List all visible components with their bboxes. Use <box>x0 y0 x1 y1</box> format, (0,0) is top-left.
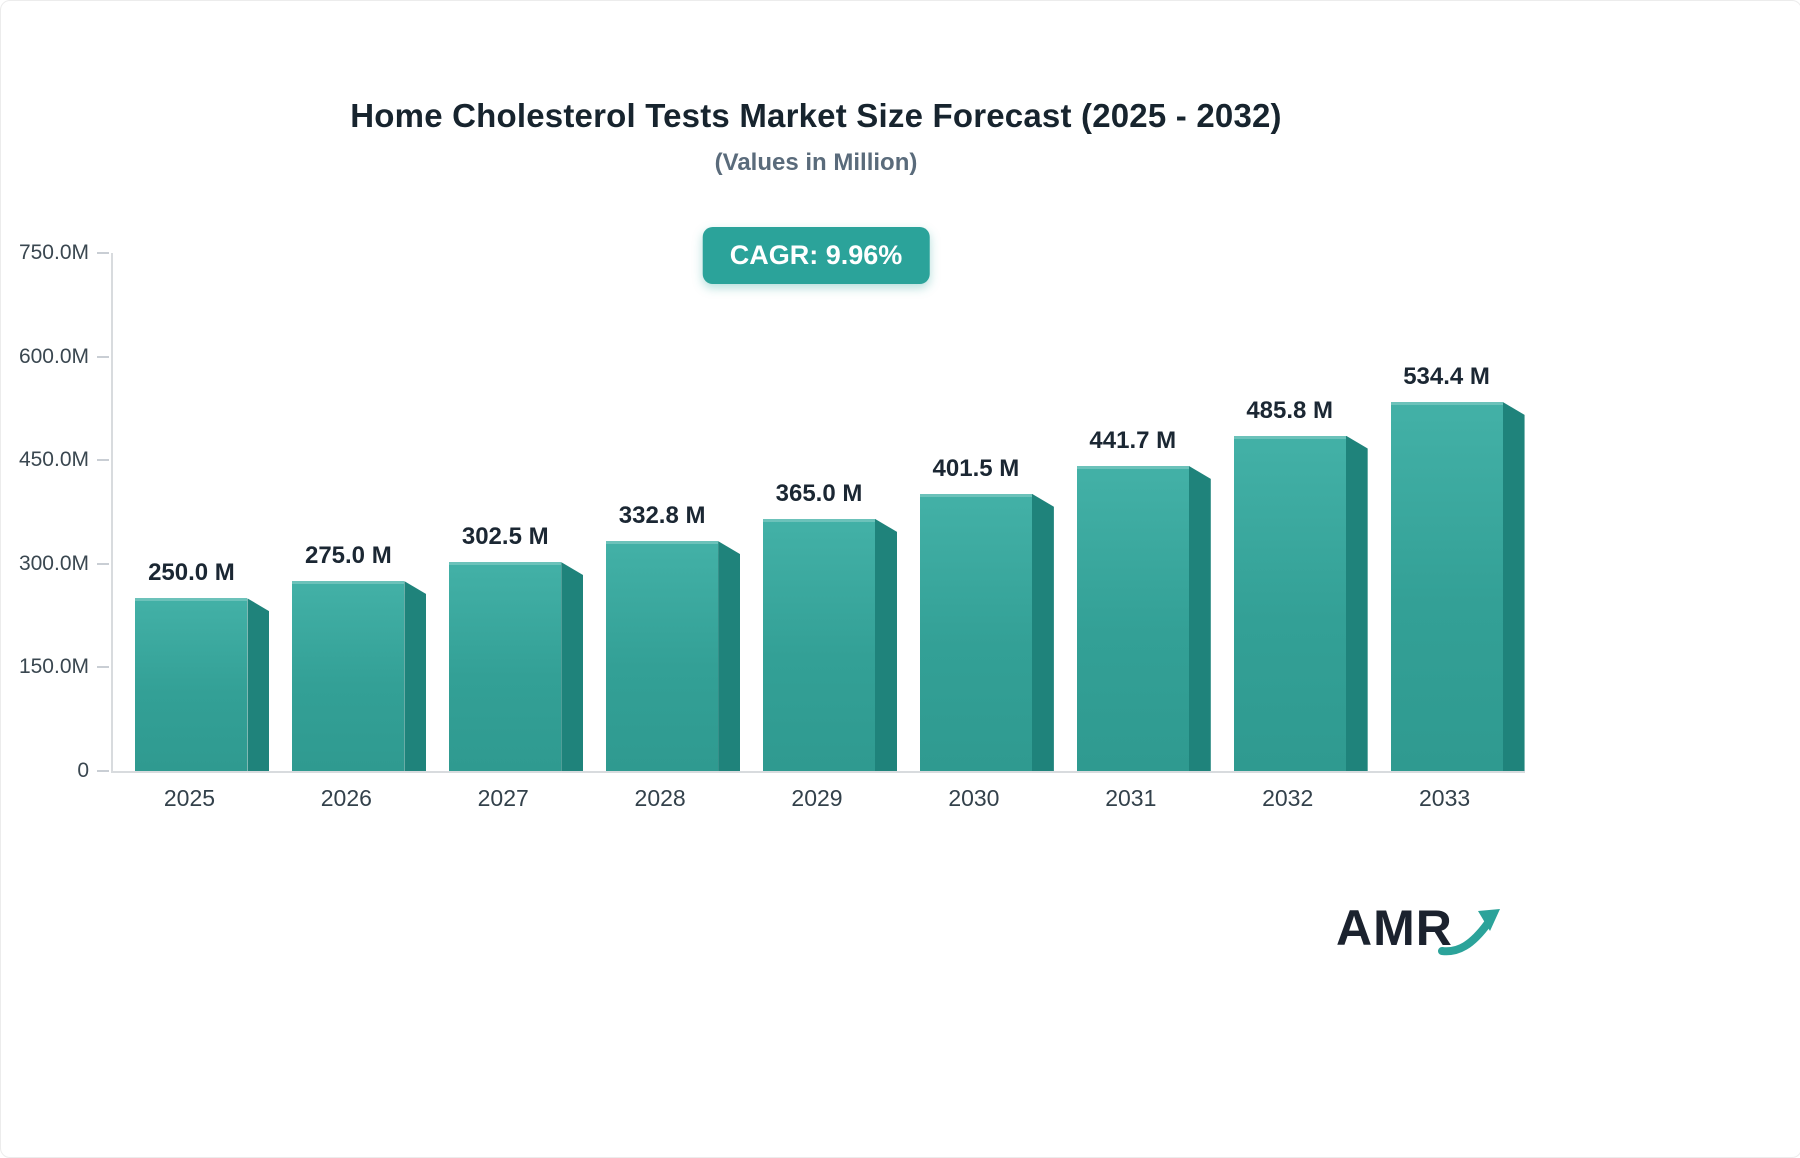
x-axis-labels: 2025 2026 2027 2028 2029 2030 2031 2032 2033 <box>111 785 1523 812</box>
bar-value-label: 441.7 M <box>1089 426 1177 454</box>
bar-slot: 441.7 M <box>1054 253 1211 771</box>
chart-subtitle: (Values in Million) <box>714 149 918 176</box>
bar-side-face <box>1188 465 1211 771</box>
bar-side-face <box>247 598 270 771</box>
bar-value-label: 332.8 M <box>618 502 706 530</box>
x-axis-tick-label: 2030 <box>948 785 1000 811</box>
bar-side-face <box>561 562 584 771</box>
amr-logo: AMR <box>1336 899 1500 963</box>
bar-value-label: 401.5 M <box>932 454 1020 482</box>
bar-side-face <box>1031 493 1054 771</box>
bar <box>1233 435 1368 771</box>
x-axis-tick-label: 2026 <box>320 785 372 811</box>
bar-slot: 332.8 M <box>584 253 741 771</box>
bar-value-label: 250.0 M <box>148 559 235 587</box>
x-axis-tick-label: 2031 <box>1105 785 1157 811</box>
bar-value-label: 534.4 M <box>1403 362 1490 390</box>
bar-value-label: 302.5 M <box>461 523 549 551</box>
bar-slot: 534.4 M <box>1368 253 1525 771</box>
bar <box>135 598 270 771</box>
bar-slot: 485.8 M <box>1211 253 1368 771</box>
cagr-badge: CAGR: 9.96% <box>702 227 930 284</box>
y-axis-tick-mark <box>97 562 109 565</box>
chart-title: Home Cholesterol Tests Market Size Forec… <box>350 97 1282 134</box>
bar <box>1390 401 1525 771</box>
bar-slot: 275.0 M <box>270 253 427 771</box>
bar-side-face <box>718 541 741 771</box>
y-axis-tick-mark <box>97 666 109 669</box>
x-axis-tick-label: 2025 <box>163 785 216 811</box>
amr-logo-arrow-icon <box>1438 909 1500 956</box>
x-axis-tick-label: 2033 <box>1418 785 1471 811</box>
bar-side-face <box>1502 401 1525 771</box>
bar-slot: 401.5 M <box>897 253 1054 771</box>
x-axis-tick-label: 2029 <box>791 785 843 811</box>
y-axis-tick-mark <box>97 459 109 462</box>
x-axis-tick-label: 2027 <box>477 785 529 811</box>
y-axis-tick-label: 150.0M <box>18 655 89 679</box>
bar <box>919 493 1054 771</box>
bars-container: 250.0 M 275.0 M 302.5 M 332.8 M 365.0 M 401.5… <box>113 253 1525 771</box>
y-axis-tick-mark <box>97 252 109 254</box>
bar <box>292 581 427 771</box>
y-axis-tick-label: 600.0M <box>18 344 89 368</box>
bar-slot: 250.0 M <box>113 253 270 771</box>
plot-area: 250.0 M 275.0 M 302.5 M 332.8 M 365.0 M 401.5… <box>111 253 1525 773</box>
bar <box>606 541 741 771</box>
bar <box>763 518 897 771</box>
bar-side-face <box>1345 435 1368 771</box>
x-axis-tick-label: 2032 <box>1262 785 1314 811</box>
bar-side-face <box>875 518 897 771</box>
x-axis-tick-label: 2028 <box>634 785 686 811</box>
y-axis-tick-label: 0 <box>77 759 89 782</box>
bar-slot: 302.5 M <box>427 253 584 771</box>
y-axis-tick-mark <box>97 770 109 772</box>
y-axis-tick-label: 450.0M <box>18 448 89 472</box>
bar-slot: 365.0 M <box>741 253 898 771</box>
y-axis-tick-mark <box>97 355 109 358</box>
bar-value-label: 485.8 M <box>1246 396 1334 424</box>
bar-value-label: 275.0 M <box>304 542 392 570</box>
y-axis-tick-label: 300.0M <box>18 551 89 575</box>
bar-side-face <box>404 581 427 771</box>
bar-value-label: 365.0 M <box>775 479 863 507</box>
bar <box>1076 465 1211 771</box>
y-axis-tick-label: 750.0M <box>18 241 89 264</box>
amr-logo-text: AMR <box>1336 900 1453 956</box>
bar <box>449 562 584 771</box>
